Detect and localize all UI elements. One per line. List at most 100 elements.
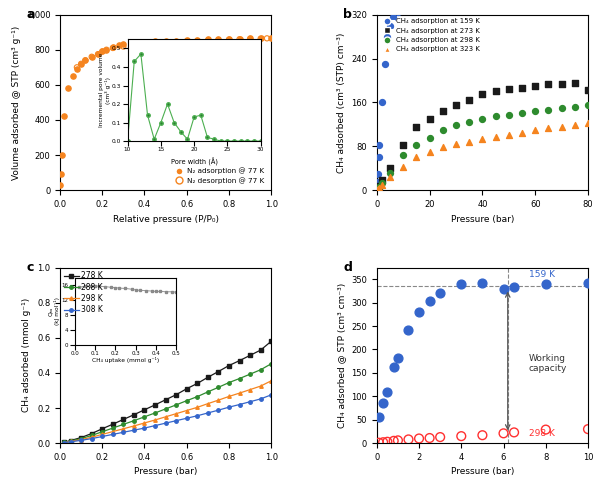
Point [425, 434, 434, 442]
Point [56, 170, 66, 178]
288 K [151, 410, 158, 416]
278 K [236, 357, 243, 363]
Point [58, 151, 67, 159]
Point [544, 80, 553, 88]
Point [414, 434, 424, 442]
Point [425, 134, 434, 142]
308 K [109, 431, 116, 437]
278 K [173, 392, 180, 397]
298 K [226, 393, 233, 399]
308 K [141, 425, 148, 431]
Point [425, 298, 434, 305]
288 K [162, 406, 169, 412]
308 K [61, 440, 68, 446]
Point [393, 8, 403, 16]
Point [385, 22, 395, 30]
Point [101, 46, 111, 54]
288 K [130, 418, 137, 424]
Point [499, 430, 508, 437]
Point [478, 0, 487, 7]
X-axis label: Pressure (bar): Pressure (bar) [134, 468, 197, 476]
Point [224, 36, 234, 43]
Point [398, 150, 408, 158]
Point [541, 280, 551, 288]
Point [544, 106, 553, 113]
Legend: N₂ adsorption @ 77 K, N₂ desorption @ 77 K: N₂ adsorption @ 77 K, N₂ desorption @ 77… [169, 165, 268, 187]
288 K [77, 436, 85, 442]
308 K [98, 433, 106, 439]
308 K [247, 399, 254, 405]
Point [93, 50, 103, 58]
Point [256, 35, 265, 42]
Point [101, 46, 111, 54]
Point [414, 308, 424, 316]
Point [544, 124, 553, 132]
308 K [204, 410, 211, 416]
Point [388, 14, 397, 21]
Text: 298 K: 298 K [529, 429, 555, 438]
288 K [236, 375, 243, 381]
Point [457, 432, 466, 440]
Point [235, 35, 244, 42]
308 K [67, 439, 74, 445]
Point [115, 41, 124, 49]
Point [541, 426, 551, 433]
Point [214, 36, 223, 44]
Point [377, 176, 387, 184]
Text: d: d [343, 261, 352, 274]
Point [72, 63, 82, 71]
Point [393, 436, 403, 444]
308 K [183, 415, 190, 421]
298 K [236, 390, 243, 396]
Point [379, 438, 388, 446]
Point [504, 0, 514, 6]
Point [150, 40, 160, 48]
288 K [183, 398, 190, 404]
Point [491, 112, 500, 120]
Point [389, 363, 398, 371]
Point [530, 107, 540, 115]
298 K [194, 404, 201, 410]
Point [87, 53, 97, 61]
Point [266, 35, 276, 42]
278 K [226, 363, 233, 369]
288 K [204, 389, 211, 395]
Point [76, 60, 86, 68]
278 K [67, 438, 74, 444]
Point [583, 279, 593, 287]
Line: 288 K: 288 K [62, 362, 273, 444]
Y-axis label: CH₄ adsorbed (cm³ (STP) cm⁻³): CH₄ adsorbed (cm³ (STP) cm⁻³) [337, 32, 346, 172]
Point [464, 96, 474, 104]
Text: b: b [343, 8, 352, 20]
288 K [88, 432, 95, 438]
Point [583, 119, 593, 127]
Y-axis label: Volume adsorbed @ STP (cm³ g⁻¹): Volume adsorbed @ STP (cm³ g⁻¹) [12, 25, 21, 180]
278 K [61, 439, 68, 445]
Point [373, 170, 383, 178]
Point [530, 82, 540, 90]
Point [182, 36, 191, 44]
Point [377, 98, 387, 106]
Point [398, 141, 408, 149]
278 K [204, 375, 211, 380]
X-axis label: Pressure (bar): Pressure (bar) [451, 215, 514, 224]
Point [59, 112, 69, 120]
Line: 278 K: 278 K [62, 339, 273, 444]
Point [583, 0, 593, 6]
Point [56, 181, 65, 189]
298 K [130, 423, 137, 429]
Point [557, 80, 566, 88]
308 K [151, 423, 158, 429]
288 K [61, 440, 68, 446]
Point [119, 43, 128, 51]
308 K [130, 427, 137, 433]
Point [438, 126, 448, 134]
Point [224, 35, 234, 42]
Point [235, 35, 244, 43]
Point [374, 153, 384, 161]
Point [76, 60, 86, 68]
Point [93, 50, 103, 58]
Point [398, 5, 408, 13]
Point [97, 48, 107, 56]
Point [517, 129, 527, 136]
